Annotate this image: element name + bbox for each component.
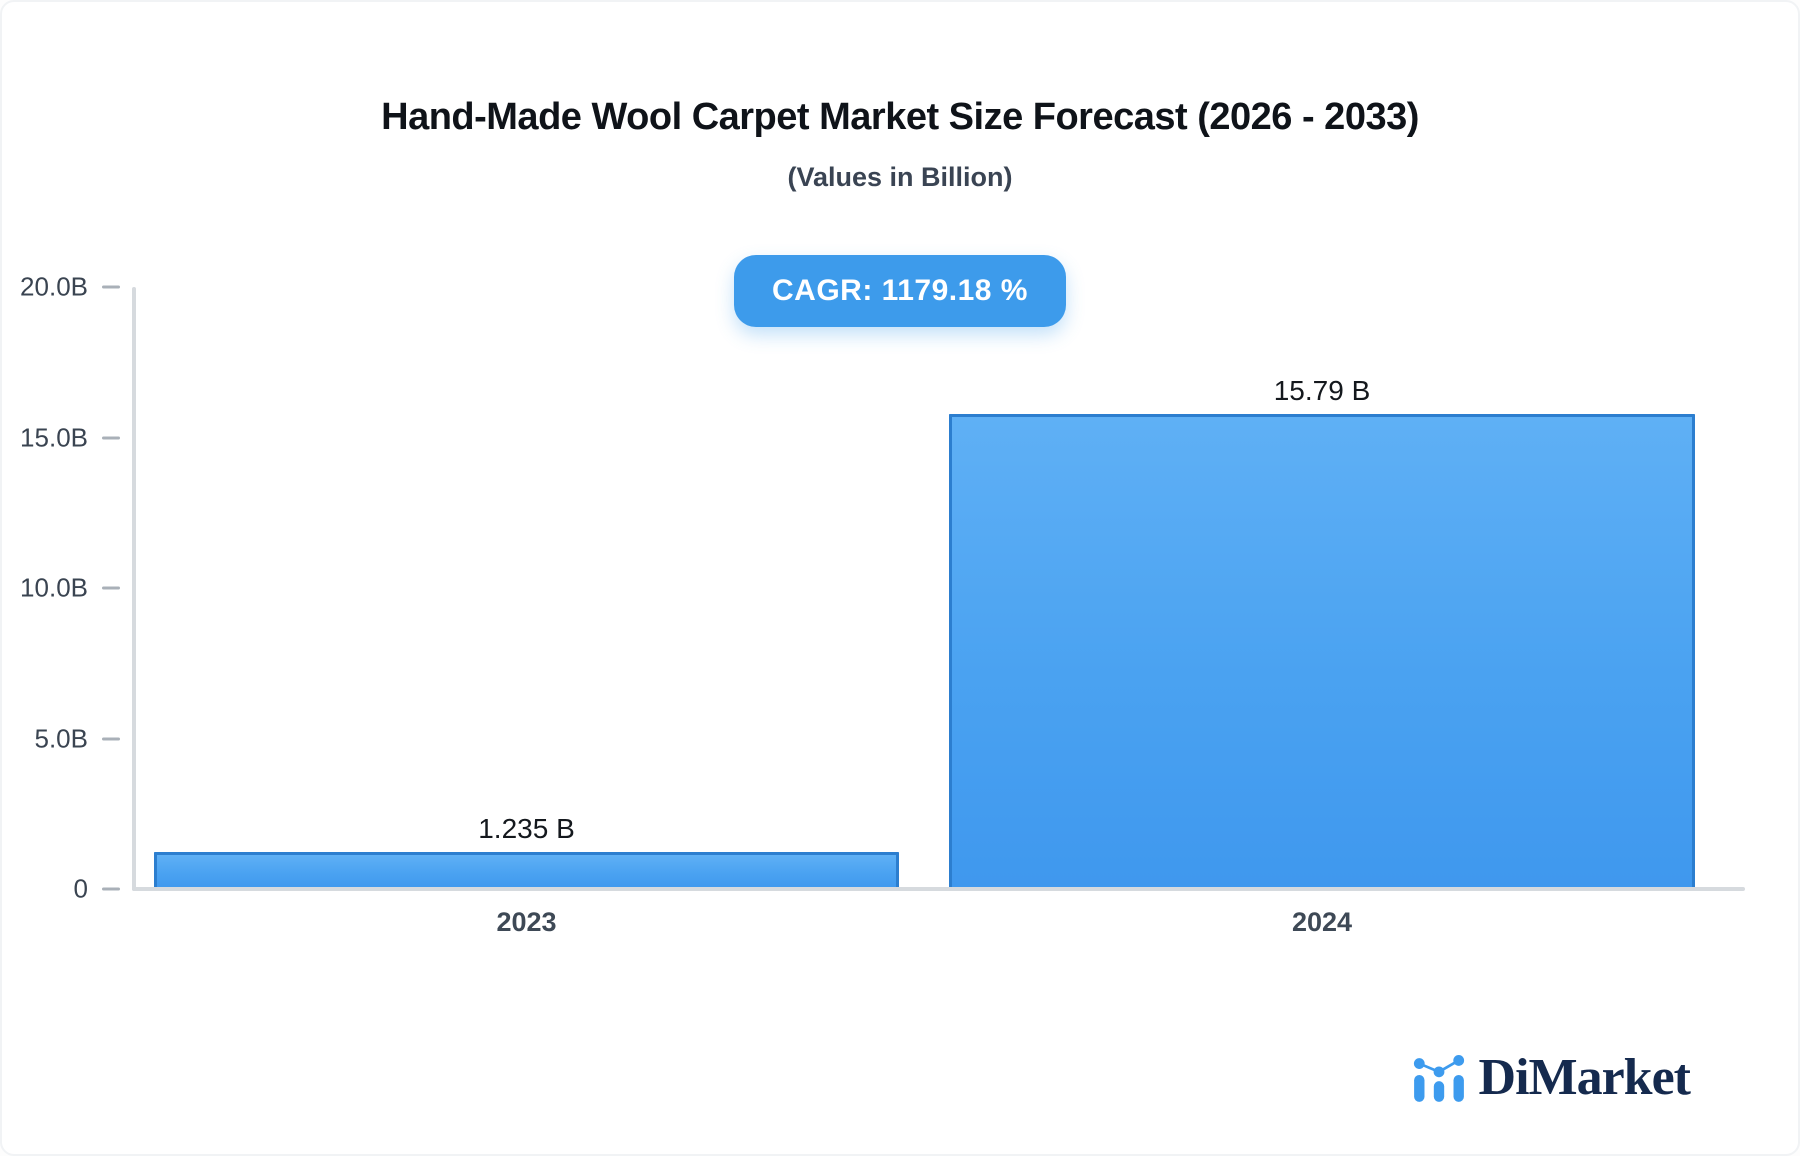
y-tick-10: 10.0B [20,573,120,604]
tick-mark [102,887,120,891]
bar-column-2024: 15.79 B 2024 [949,287,1695,937]
y-tick-label: 15.0B [20,422,88,452]
y-tick-20: 20.0B [20,272,120,303]
tick-mark [102,586,120,590]
y-tick-15: 15.0B [20,422,120,453]
y-tick-5: 5.0B [34,723,120,754]
bar-2023 [154,851,899,889]
bar-column-2023: 1.235 B 2023 [154,287,899,937]
y-tick-label: 10.0B [20,572,88,603]
tick-mark [102,285,120,289]
y-tick-label: 5.0B [34,723,89,753]
cagr-badge-wrap: CAGR: 1179.18 % [2,255,1798,327]
x-axis-label-2024: 2024 [1291,907,1353,937]
chart-title: Hand-Made Wool Carpet Market Size Foreca… [381,96,1419,138]
logo-text: DiMarket [1478,1049,1691,1107]
x-axis-line [132,887,1745,891]
bar-value-label: 1.235 B [478,812,575,844]
y-tick-label: 20.0B [20,271,88,302]
bar-chart-dots-logo-icon [1413,1055,1464,1102]
cagr-badge: CAGR: 1179.18 % [734,255,1066,327]
plot-area: 20.0B 15.0B 10.0B 5.0B 0 1.235 B 2023 15… [20,272,1745,937]
chart-subtitle: (Values in Billion) [787,162,1013,192]
y-tick-0: 0 [74,874,120,905]
tick-mark [102,737,120,740]
tick-mark [102,436,120,439]
y-axis-line [132,287,136,891]
y-tick-label: 0 [73,873,88,904]
bar-value-label: 15.79 B [1273,374,1371,406]
dimarket-logo: DiMarket [1411,1049,1691,1107]
bar-2024 [949,413,1695,889]
x-axis-label-2023: 2023 [496,907,557,937]
